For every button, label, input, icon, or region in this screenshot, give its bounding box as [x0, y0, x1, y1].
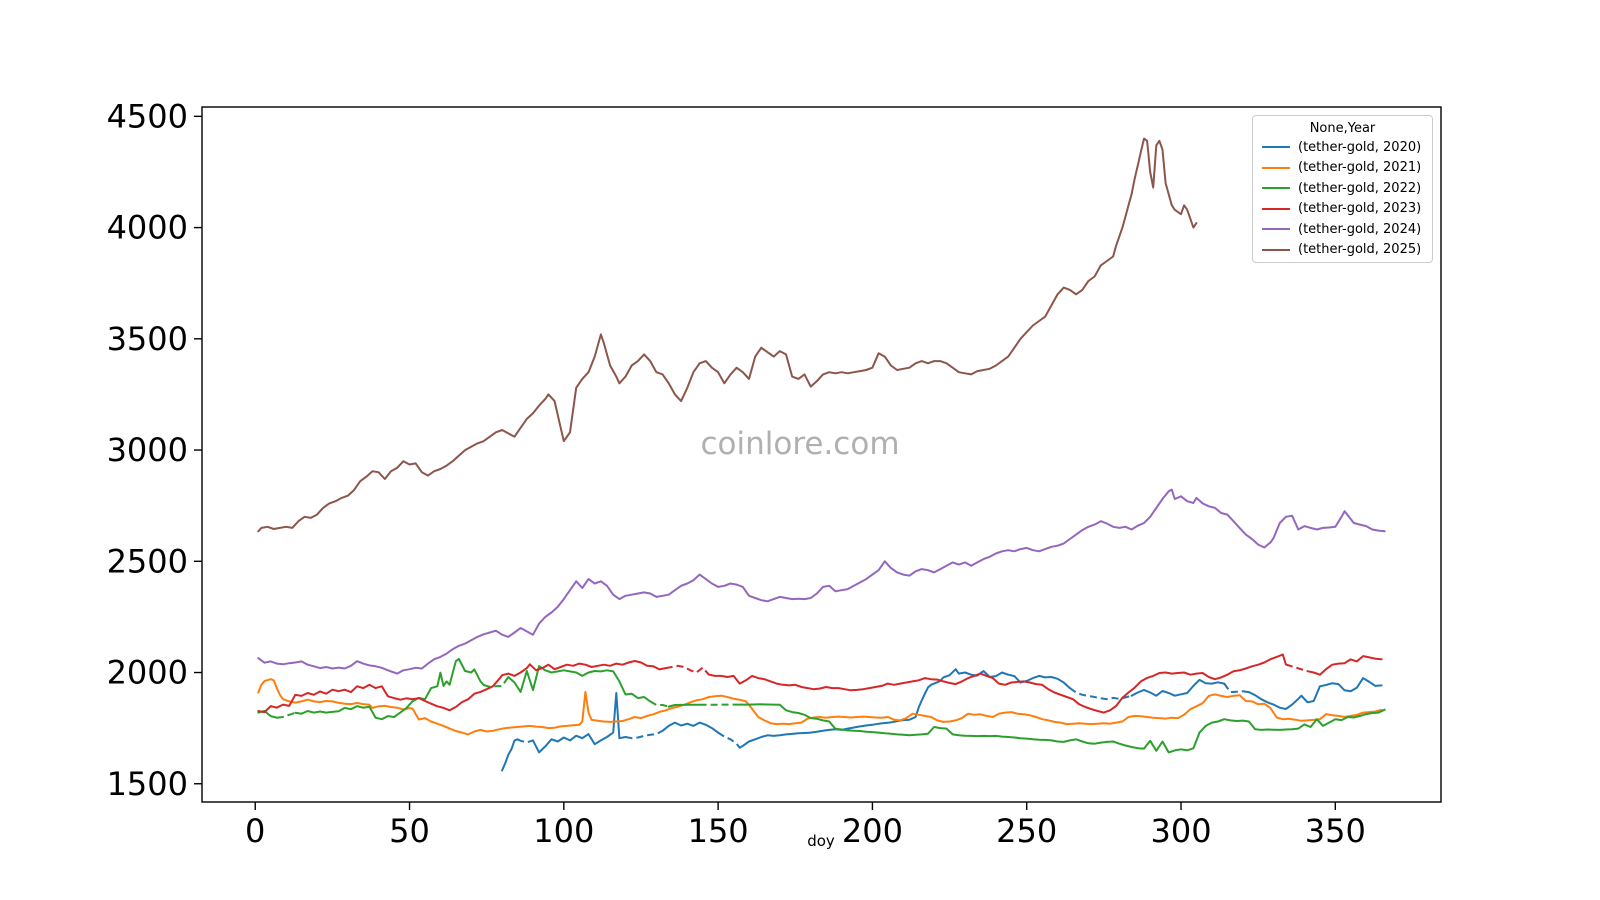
y-tick-label: 1500: [107, 765, 188, 803]
legend-swatch-line: [1262, 146, 1290, 149]
y-tick-label: 3000: [107, 431, 188, 469]
y-tick-label: 2500: [107, 542, 188, 580]
y-tick-label: 4500: [107, 97, 188, 135]
series-line: [257, 653, 1383, 714]
x-tick-label: 250: [996, 812, 1057, 850]
x-tick-label: 300: [1150, 812, 1211, 850]
x-tick-label: 350: [1305, 812, 1366, 850]
legend: None,Year (tether-gold, 2020) (tether-gol…: [1252, 115, 1433, 263]
watermark-text: coinlore.com: [700, 426, 899, 462]
legend-item-label: (tether-gold, 2024): [1298, 221, 1422, 237]
series-line: [257, 658, 1386, 754]
legend-item-label: (tether-gold, 2022): [1298, 180, 1422, 196]
legend-swatch-line: [1262, 248, 1290, 251]
y-tick-label: 2000: [107, 654, 188, 692]
x-tick-label: 50: [389, 812, 430, 850]
plot-border: [201, 106, 1442, 803]
legend-title: None,Year: [1309, 121, 1376, 136]
series-line: [257, 488, 1386, 675]
x-tick-label: 100: [533, 812, 594, 850]
series-line: [257, 137, 1198, 533]
legend-item: (tether-gold, 2024): [1253, 219, 1432, 240]
series-line-dashed: [517, 683, 1250, 749]
legend-item: (tether-gold, 2025): [1253, 240, 1432, 261]
x-tick-label: 200: [842, 812, 903, 850]
legend-item: (tether-gold, 2020): [1253, 137, 1432, 158]
legend-item: (tether-gold, 2021): [1253, 158, 1432, 179]
series-line: [501, 668, 1383, 772]
legend-item-label: (tether-gold, 2023): [1298, 201, 1422, 217]
legend-item-label: (tether-gold, 2020): [1298, 139, 1422, 155]
legend-swatch-line: [1262, 166, 1290, 169]
axis-ticks: 0 50 100 150 200 250 300 350 1500 2000 2500 3000 350…: [107, 97, 1366, 850]
legend-item-label: (tether-gold, 2021): [1298, 160, 1422, 176]
legend-swatch-line: [1262, 187, 1290, 190]
legend-item-label: (tether-gold, 2025): [1298, 242, 1422, 258]
series-line-dashed: [276, 676, 737, 719]
legend-swatch-line: [1262, 207, 1290, 210]
y-tick-label: 3500: [107, 320, 188, 358]
series-lines: [257, 137, 1386, 772]
legend-item: (tether-gold, 2022): [1253, 178, 1432, 199]
series-line-dashed: [665, 663, 1308, 676]
x-tick-label: 150: [688, 812, 749, 850]
legend-item: (tether-gold, 2023): [1253, 199, 1432, 220]
x-axis-label: doy: [807, 832, 835, 850]
y-tick-label: 4000: [107, 209, 188, 247]
x-tick-label: 0: [245, 812, 265, 850]
legend-items: (tether-gold, 2020) (tether-gold, 2021) (t…: [1253, 137, 1432, 260]
legend-swatch-line: [1262, 228, 1290, 231]
series-line: [257, 678, 1383, 736]
